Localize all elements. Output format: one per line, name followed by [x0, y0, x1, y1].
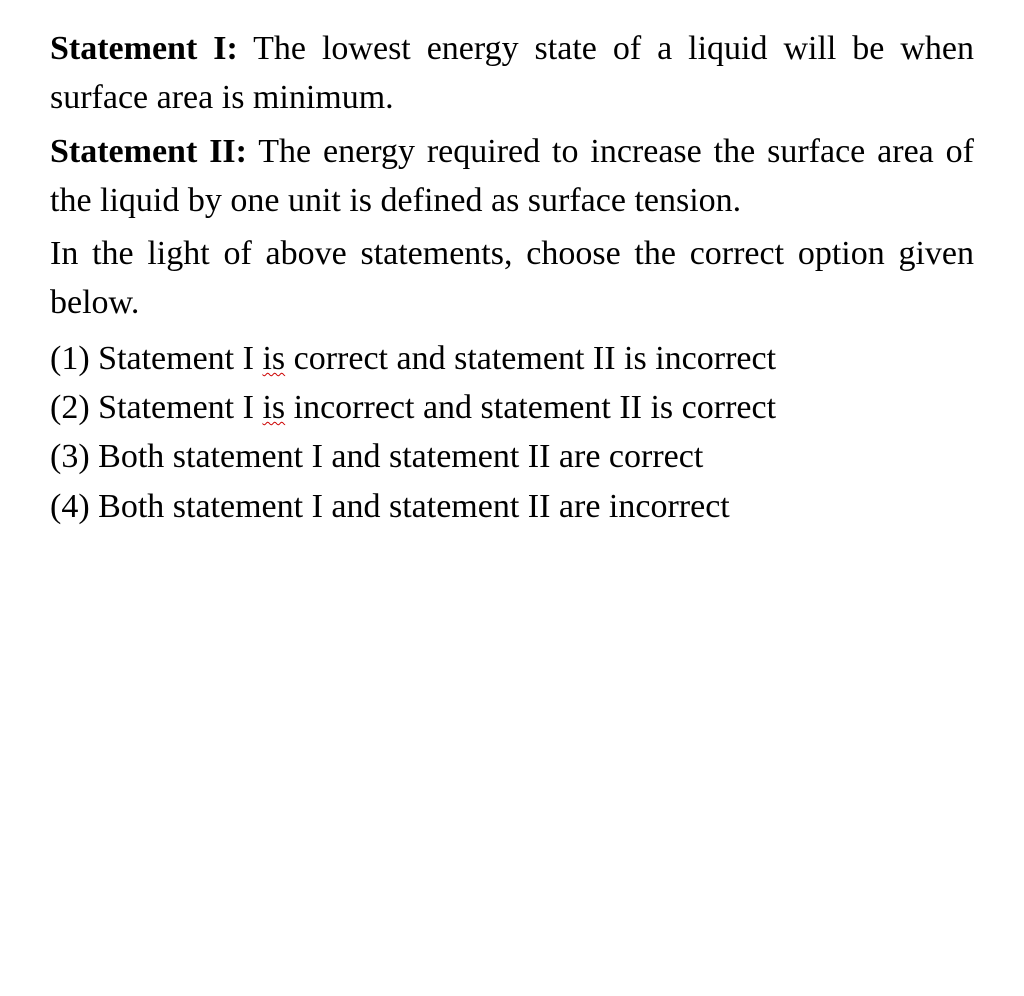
option-4-text: Both statement I and statement II are in…: [98, 488, 730, 525]
option-3: (3) Both statement I and statement II ar…: [50, 432, 974, 481]
statement-1-label: Statement I:: [50, 30, 238, 67]
statement-1: Statement I: The lowest energy state of …: [50, 24, 974, 123]
option-1-pre: Statement I: [98, 340, 262, 377]
option-3-text: Both statement I and statement II are co…: [98, 438, 703, 475]
option-2: (2) Statement I is incorrect and stateme…: [50, 383, 974, 432]
option-1: (1) Statement I is correct and statement…: [50, 334, 974, 383]
option-1-squiggle-word: is: [262, 340, 285, 377]
option-3-number: (3): [50, 438, 98, 475]
option-2-pre: Statement I: [98, 389, 262, 426]
option-2-number: (2): [50, 389, 98, 426]
option-4: (4) Both statement I and statement II ar…: [50, 482, 974, 531]
question-page: Statement I: The lowest energy state of …: [0, 0, 1024, 531]
option-2-post: incorrect and statement II is correct: [285, 389, 776, 426]
statement-2-label: Statement II:: [50, 133, 247, 170]
option-1-number: (1): [50, 340, 98, 377]
option-4-number: (4): [50, 488, 98, 525]
options-list: (1) Statement I is correct and statement…: [50, 334, 974, 531]
option-2-squiggle-word: is: [262, 389, 285, 426]
option-1-post: correct and statement II is incorrect: [285, 340, 776, 377]
statement-2: Statement II: The energy required to inc…: [50, 127, 974, 226]
instruction-text: In the light of above statements, choose…: [50, 229, 974, 328]
